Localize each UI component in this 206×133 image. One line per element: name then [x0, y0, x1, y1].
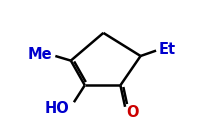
Text: O: O — [126, 105, 138, 120]
Text: HO: HO — [44, 101, 69, 116]
Text: Et: Et — [158, 42, 175, 57]
Text: Me: Me — [27, 47, 52, 62]
